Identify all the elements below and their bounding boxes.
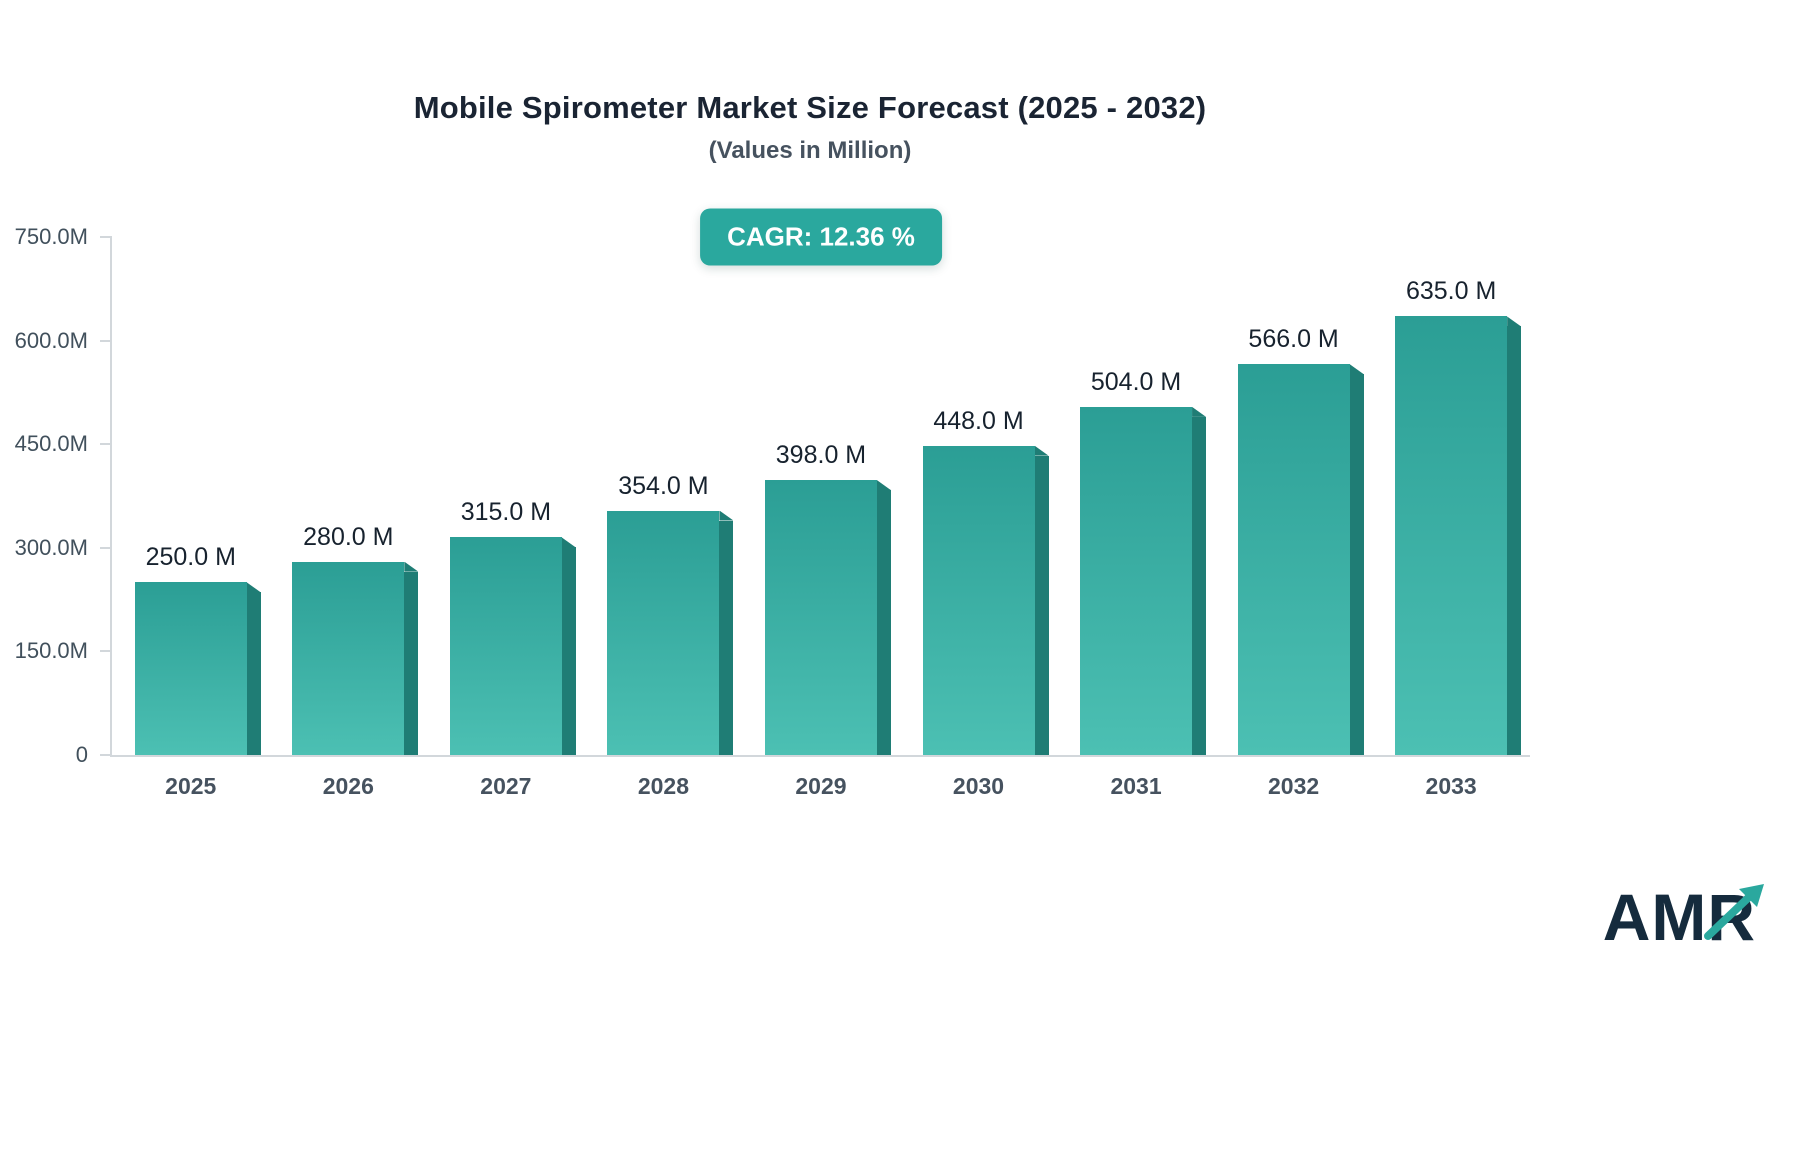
bar-column: 280.0 M 2026 <box>292 237 419 799</box>
bar-2029[interactable]: 398.0 M <box>764 441 891 755</box>
bar-2032[interactable]: 566.0 M <box>1237 325 1364 755</box>
y-tick-mark <box>100 443 112 446</box>
chart-wrapper: Mobile Spirometer Market Size Forecast (… <box>15 0 1530 799</box>
plot-area: CAGR: 12.36 % 0 150.0M 300.0M 450.0M 600.0M 7… <box>15 208 1530 799</box>
y-tick-label: 750.0M <box>14 224 88 249</box>
x-axis-label: 2033 <box>1425 773 1477 799</box>
y-tick-label: 0 <box>75 742 88 767</box>
x-axis-label: 2030 <box>952 773 1005 799</box>
y-tick-mark <box>100 650 112 653</box>
growth-arrow-icon <box>1704 884 1764 940</box>
bar-value-label: 315.0 M <box>460 498 552 527</box>
x-axis-label: 2027 <box>480 773 532 799</box>
bar-2028[interactable]: 354.0 M <box>607 472 734 756</box>
cagr-badge: CAGR: 12.36 % <box>700 208 942 266</box>
bar-column: 448.0 M 2030 <box>922 237 1049 799</box>
bar-value-label: 504.0 M <box>1090 367 1182 396</box>
bar-2033[interactable]: 635.0 M <box>1395 277 1522 755</box>
bar-column: 635.0 M 2033 <box>1395 237 1522 799</box>
chart-title: Mobile Spirometer Market Size Forecast (… <box>413 90 1207 125</box>
bar-value-label: 398.0 M <box>775 441 867 470</box>
bar-value-label: 448.0 M <box>933 406 1024 435</box>
bar-column: 566.0 M 2032 <box>1237 237 1364 799</box>
y-tick-label: 150.0M <box>14 638 88 664</box>
y-tick-mark <box>100 546 112 549</box>
x-axis-label: 2031 <box>1110 773 1162 799</box>
x-axis-label: 2029 <box>795 773 847 799</box>
bar-2026[interactable]: 280.0 M <box>292 523 419 756</box>
y-tick-mark <box>100 236 112 238</box>
bar-column: 398.0 M 2029 <box>764 237 891 799</box>
y-tick-label: 600.0M <box>14 327 88 353</box>
y-tick-mark <box>100 339 112 342</box>
bar-column: 354.0 M 2028 <box>607 237 734 799</box>
bar-value-label: 566.0 M <box>1248 325 1339 354</box>
bars-container: 250.0 M 2025 280.0 M 2026 315.0 M 2027 354.0 M… <box>112 237 1530 799</box>
bar-value-label: 250.0 M <box>145 543 236 572</box>
y-axis: 0 150.0M 300.0M 450.0M 600.0M 750.0M <box>15 224 1530 767</box>
x-axis-label: 2026 <box>322 773 374 799</box>
chart-subtitle: (Values in Million) <box>708 137 912 164</box>
bar-2031[interactable]: 504.0 M <box>1080 368 1207 756</box>
amr-logo: AMR <box>1603 884 1764 950</box>
y-tick-label: 300.0M <box>14 534 88 560</box>
x-axis-label: 2025 <box>165 773 217 799</box>
bar-value-label: 280.0 M <box>303 522 394 551</box>
x-axis-label: 2028 <box>637 773 689 799</box>
y-tick-label: 450.0M <box>14 431 88 457</box>
bar-column: 315.0 M 2027 <box>449 237 576 799</box>
bar-column: 504.0 M 2031 <box>1080 237 1207 799</box>
y-tick-mark <box>100 754 112 756</box>
bar-column: 250.0 M 2025 <box>134 237 261 799</box>
bar-value-label: 635.0 M <box>1405 277 1497 306</box>
bar-value-label: 354.0 M <box>618 471 709 500</box>
bar-2025[interactable]: 250.0 M <box>134 543 261 755</box>
bar-2027[interactable]: 315.0 M <box>449 498 576 755</box>
x-axis-label: 2032 <box>1268 773 1320 799</box>
bar-2030[interactable]: 448.0 M <box>922 407 1049 756</box>
